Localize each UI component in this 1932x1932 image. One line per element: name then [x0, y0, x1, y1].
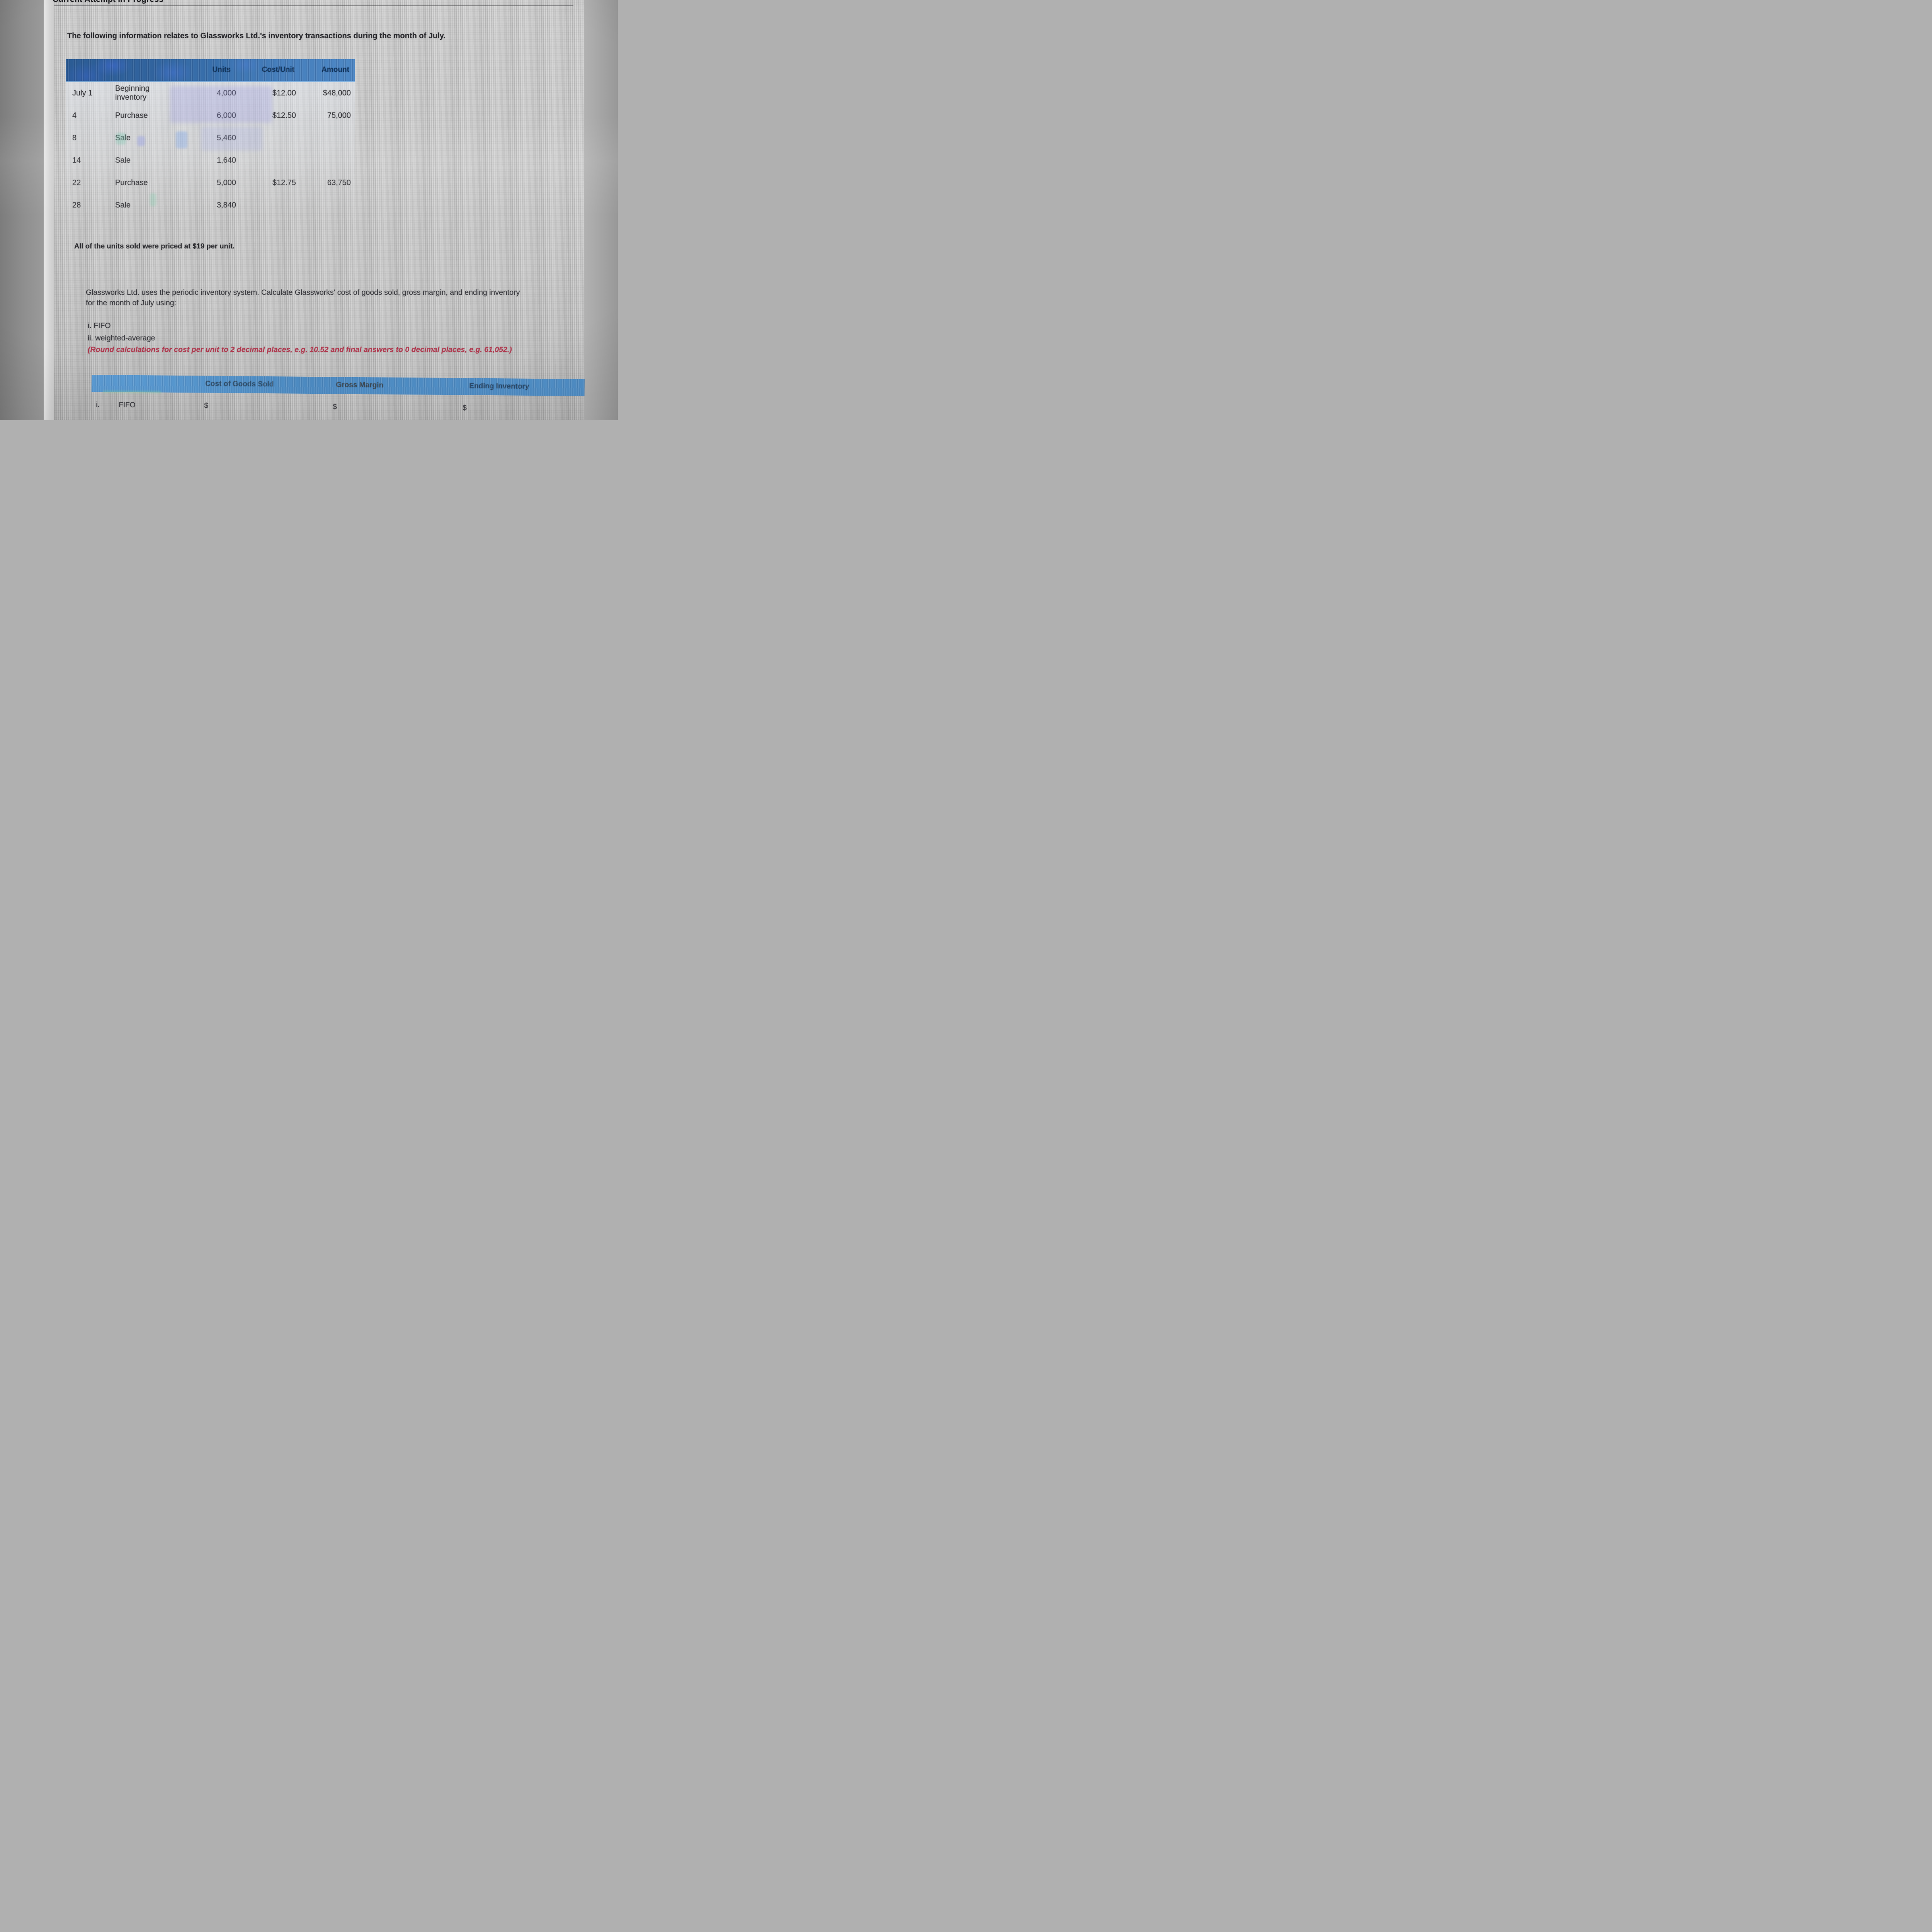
photo-left-edge: [0, 0, 44, 420]
row-amount: 63,750: [327, 178, 351, 187]
fifo-cogs-answer-field[interactable]: $: [204, 401, 285, 413]
answer-row-index: i.: [96, 401, 100, 409]
inventory-table-body: July 1 Beginning inventory 4,000 $12.00 …: [66, 82, 355, 216]
intro-text: The following information relates to Gla…: [67, 32, 446, 40]
row-date: 4: [72, 111, 77, 120]
fifo-ending-inventory-answer-field[interactable]: $: [463, 403, 544, 415]
rounding-note: (Round calculations for cost per unit to…: [88, 345, 512, 354]
inventory-table: Units Cost/Unit Amount July 1 Beginning …: [66, 59, 355, 216]
instructions-paragraph: Glassworks Ltd. uses the periodic invent…: [86, 287, 593, 308]
row-cost-per-unit: $12.00: [272, 88, 296, 97]
dollar-prefix: $: [333, 403, 337, 411]
table-row: 28 Sale 3,840: [66, 194, 355, 216]
screen-photo: Current Attempt in Progress The followin…: [0, 0, 618, 420]
row-date: 28: [72, 201, 81, 209]
row-date: 14: [72, 156, 81, 165]
row-amount: $48,000: [323, 88, 351, 97]
row-description: Beginning inventory: [115, 84, 150, 102]
row-description: Sale: [115, 156, 131, 165]
row-cost-per-unit: $12.75: [272, 178, 296, 187]
list-item-fifo: i. FIFO: [88, 321, 111, 330]
fifo-gross-margin-answer-field[interactable]: $: [333, 401, 414, 414]
header-units: Units: [212, 66, 231, 74]
row-description: Purchase: [115, 111, 148, 120]
answer-table: Cost of Goods Sold Gross Margin Ending I…: [91, 375, 586, 420]
photo-edge-highlight: [44, 0, 54, 420]
row-date: 8: [72, 133, 77, 142]
table-row: 8 Sale 5,460: [66, 127, 355, 149]
row-description: Sale: [115, 133, 131, 142]
header-cost-per-unit: Cost/Unit: [262, 66, 294, 74]
dollar-prefix: $: [204, 401, 208, 410]
row-units: 5,460: [216, 133, 236, 142]
list-item-weighted-average: ii. weighted-average: [88, 334, 155, 342]
row-amount: 75,000: [327, 111, 351, 120]
photo-right-edge: [584, 0, 618, 420]
row-date: 22: [72, 178, 81, 187]
sale-price-note: All of the units sold were priced at $19…: [74, 242, 235, 250]
header-amount: Amount: [321, 66, 349, 74]
row-units: 1,640: [216, 156, 236, 165]
instructions-line1: Glassworks Ltd. uses the periodic invent…: [86, 288, 520, 297]
header-gross-margin: Gross Margin: [336, 381, 384, 389]
row-units: 3,840: [216, 201, 236, 209]
table-row: 14 Sale 1,640: [66, 149, 355, 172]
row-cost-per-unit: $12.50: [272, 111, 296, 120]
header-ending-inventory: Ending Inventory: [469, 382, 529, 391]
dollar-prefix: $: [463, 404, 467, 412]
table-row: 22 Purchase 5,000 $12.75 63,750: [66, 172, 355, 194]
current-attempt-heading: Current Attempt in Progress: [53, 0, 163, 4]
row-units: 5,000: [216, 178, 236, 187]
row-description: Sale: [115, 201, 131, 209]
row-date: July 1: [72, 88, 93, 97]
header-cost-of-goods-sold: Cost of Goods Sold: [205, 379, 274, 389]
answer-row-fifo: i. FIFO $ $ $: [91, 400, 584, 415]
inventory-table-header: Units Cost/Unit Amount: [66, 59, 355, 82]
table-row: 4 Purchase 6,000 $12.50 75,000: [66, 104, 355, 127]
row-description: Purchase: [115, 178, 148, 187]
row-units: 6,000: [216, 111, 236, 120]
answer-row-method: FIFO: [119, 401, 136, 409]
table-row: July 1 Beginning inventory 4,000 $12.00 …: [66, 82, 355, 104]
moire-artifact: [103, 390, 161, 394]
heading-divider: [54, 5, 573, 6]
row-units: 4,000: [216, 88, 236, 97]
instructions-line2: for the month of July using:: [86, 299, 177, 307]
